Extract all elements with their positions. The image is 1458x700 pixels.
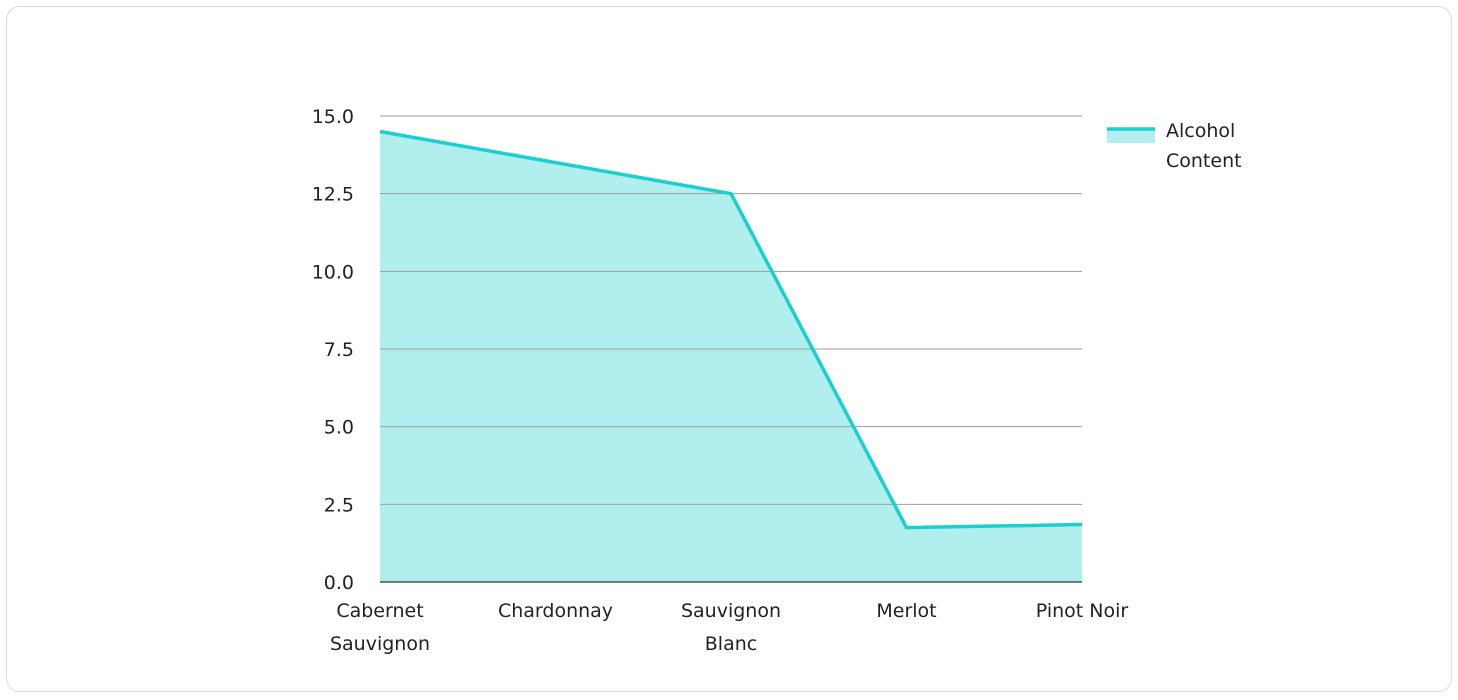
y-tick-label: 2.5 (324, 494, 354, 516)
y-tick-label: 15.0 (312, 106, 354, 128)
legend[interactable]: Alcohol Content (1107, 120, 1242, 172)
area-fill (380, 131, 1082, 583)
x-tick-label: Chardonnay (498, 600, 613, 622)
y-tick-label: 10.0 (312, 261, 354, 283)
y-tick-label: 7.5 (324, 339, 354, 361)
series-line (379, 129, 1083, 530)
x-tick-label: Sauvignon Blanc (681, 600, 781, 655)
y-tick-label: 12.5 (312, 184, 354, 206)
y-tick-label: 0.0 (324, 572, 354, 594)
x-tick-label: Cabernet Sauvignon (330, 600, 430, 655)
legend-label: Alcohol Content (1166, 120, 1242, 172)
x-tick-label: Merlot (876, 600, 936, 622)
y-tick-label: 5.0 (324, 417, 354, 439)
x-tick-label: Pinot Noir (1036, 600, 1129, 622)
legend-swatch-fill (1107, 129, 1155, 143)
